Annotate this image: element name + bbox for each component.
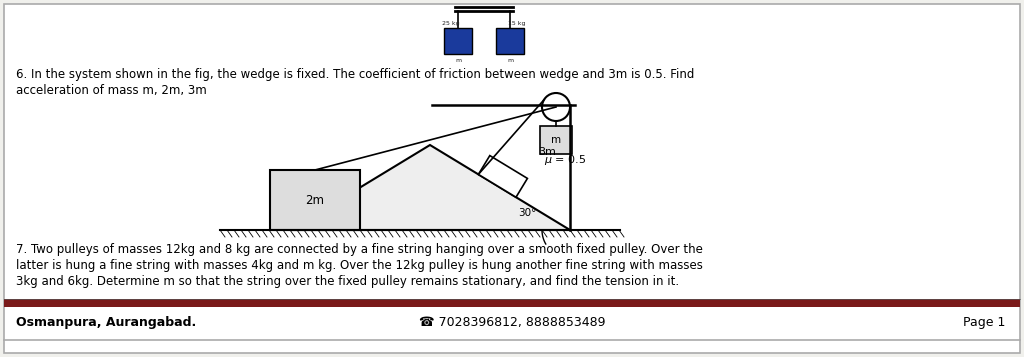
Text: acceleration of mass m, 2m, 3m: acceleration of mass m, 2m, 3m <box>16 84 207 97</box>
Text: 6. In the system shown in the fig, the wedge is fixed. The coefficient of fricti: 6. In the system shown in the fig, the w… <box>16 68 694 81</box>
FancyBboxPatch shape <box>496 28 524 54</box>
Text: 3kg and 6kg. Determine m so that the string over the fixed pulley remains statio: 3kg and 6kg. Determine m so that the str… <box>16 275 679 288</box>
Text: latter is hung a fine string with masses 4kg and m kg. Over the 12kg pulley is h: latter is hung a fine string with masses… <box>16 259 702 272</box>
Polygon shape <box>478 156 527 197</box>
Text: 30°: 30° <box>518 208 537 218</box>
Text: m: m <box>551 135 561 145</box>
Text: 15 kg: 15 kg <box>508 21 525 26</box>
Text: m: m <box>507 58 513 63</box>
FancyBboxPatch shape <box>270 170 360 230</box>
Text: 25 kg: 25 kg <box>442 21 460 26</box>
Text: 2m: 2m <box>305 193 325 206</box>
Text: 3m: 3m <box>539 147 556 157</box>
Polygon shape <box>290 145 570 230</box>
FancyBboxPatch shape <box>444 28 472 54</box>
Text: m: m <box>455 58 461 63</box>
Text: $\mu$ = 0.5: $\mu$ = 0.5 <box>544 153 586 167</box>
FancyBboxPatch shape <box>4 299 1020 307</box>
Text: Page 1: Page 1 <box>963 316 1005 329</box>
FancyBboxPatch shape <box>540 126 572 154</box>
FancyBboxPatch shape <box>4 4 1020 353</box>
Text: Osmanpura, Aurangabad.: Osmanpura, Aurangabad. <box>16 316 197 329</box>
Text: 7. Two pulleys of masses 12kg and 8 kg are connected by a fine string hanging ov: 7. Two pulleys of masses 12kg and 8 kg a… <box>16 243 702 256</box>
Text: ☎ 7028396812, 8888853489: ☎ 7028396812, 8888853489 <box>419 316 605 329</box>
